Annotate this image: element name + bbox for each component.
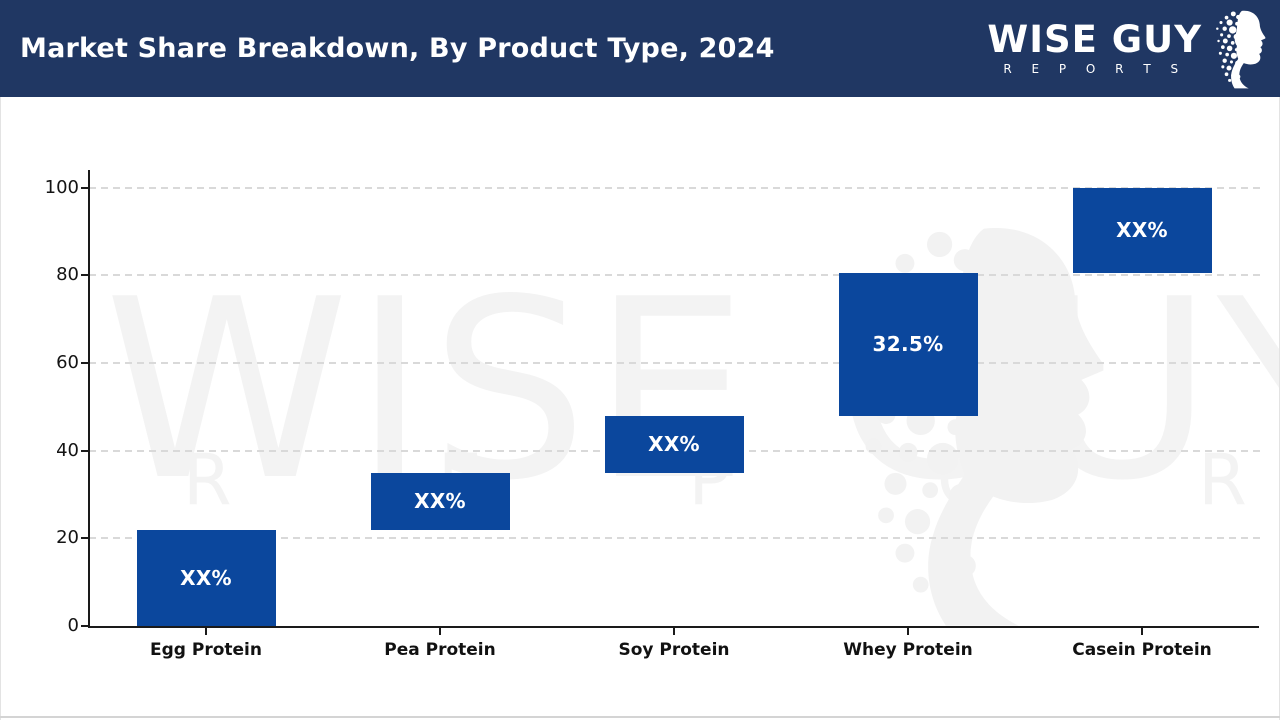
bar-label-whey-protein: 32.5% xyxy=(872,332,944,357)
logo-text: WISE GUY R E P O R T S xyxy=(987,18,1202,76)
face-profile-icon xyxy=(1216,10,1266,88)
bar-label-egg-protein: XX% xyxy=(180,565,232,590)
xtick-label-4: Casein Protein xyxy=(1072,640,1212,660)
ytick-label-20: 20 xyxy=(56,527,79,549)
wise-guy-logo: WISE GUY R E P O R T S xyxy=(987,9,1280,89)
logo-wordmark: WISE GUY xyxy=(987,18,1202,62)
waterfall-plot: 0 20 40 60 80 100 XX% Egg Protein XX% Pea Protein… xyxy=(1,97,1279,720)
bar-label-soy-protein: XX% xyxy=(648,432,700,457)
xtick-3 xyxy=(907,627,909,635)
bar-pea-protein: XX% xyxy=(370,472,510,530)
bar-label-casein-protein: XX% xyxy=(1116,218,1168,243)
ytick-0 xyxy=(81,625,89,627)
header: Market Share Breakdown, By Product Type,… xyxy=(0,0,1280,97)
y-axis-spine xyxy=(88,170,90,628)
bar-soy-protein: XX% xyxy=(604,415,744,473)
ytick-label-60: 60 xyxy=(56,351,79,373)
bottom-divider xyxy=(0,716,1280,718)
logo-subtext: R E P O R T S xyxy=(1003,61,1187,76)
ytick-60 xyxy=(81,361,89,364)
page-title: Market Share Breakdown, By Product Type,… xyxy=(20,33,775,64)
ytick-40 xyxy=(81,449,89,452)
xtick-label-1: Pea Protein xyxy=(384,640,496,660)
ytick-label-40: 40 xyxy=(56,439,79,461)
xtick-4 xyxy=(1141,627,1143,635)
bar-whey-protein: 32.5% xyxy=(838,273,978,416)
xtick-0 xyxy=(205,627,207,635)
x-axis-spine xyxy=(88,626,1259,628)
xtick-label-0: Egg Protein xyxy=(150,640,262,660)
gridline-80 xyxy=(89,274,1263,277)
ytick-label-0: 0 xyxy=(67,615,79,636)
ytick-100 xyxy=(81,186,89,189)
ytick-80 xyxy=(81,274,89,277)
chart-area: WISE GUY R E P O R T S 020406080100XX%Eg… xyxy=(0,97,1280,720)
ytick-20 xyxy=(81,537,89,540)
gridline-100 xyxy=(89,186,1263,189)
xtick-2 xyxy=(673,627,675,635)
ytick-label-80: 80 xyxy=(56,264,79,286)
gridline-60 xyxy=(89,361,1263,364)
xtick-label-3: Whey Protein xyxy=(843,640,973,660)
bar-casein-protein: XX% xyxy=(1072,187,1212,274)
xtick-1 xyxy=(439,627,441,635)
ytick-label-100: 100 xyxy=(44,176,79,198)
gridline-20 xyxy=(89,537,1263,540)
bar-label-pea-protein: XX% xyxy=(414,489,466,514)
xtick-label-2: Soy Protein xyxy=(618,640,730,660)
bar-egg-protein: XX% xyxy=(136,529,276,626)
